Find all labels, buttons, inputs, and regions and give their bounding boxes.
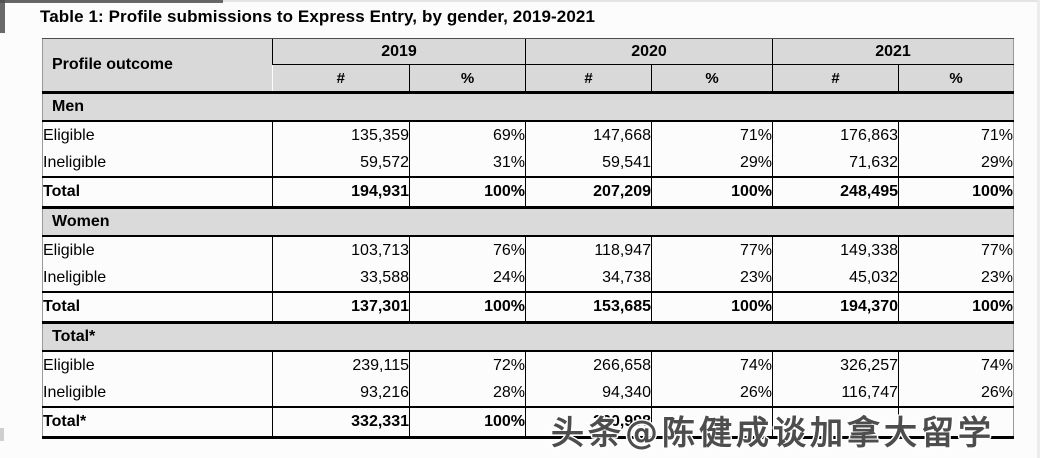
cell-value: 100% bbox=[898, 291, 1014, 324]
section-name: Women bbox=[42, 207, 1014, 237]
cell-value: 28% bbox=[409, 379, 526, 407]
table-row: Eligible 103,713 76% 118,947 77% 149,338… bbox=[43, 236, 1014, 264]
section-header-row-men: Men bbox=[42, 92, 1014, 122]
column-header-year-2021: 2021 bbox=[772, 38, 1014, 65]
cell-value: 118,947 bbox=[525, 236, 652, 264]
cell-value: 69% bbox=[409, 121, 526, 149]
profile-submissions-table: Profile outcome 2019 2020 2021 # % # % #… bbox=[42, 38, 1014, 439]
cell-value: 33,588 bbox=[272, 264, 410, 292]
cell-value: 26% bbox=[651, 379, 773, 407]
cell-value: 77% bbox=[651, 236, 773, 264]
row-label: Eligible bbox=[43, 241, 95, 259]
table-row: Eligible 135,359 69% 147,668 71% 176,863… bbox=[43, 121, 1014, 149]
cell-value: 100% bbox=[409, 176, 526, 209]
section-name: Men bbox=[42, 92, 1014, 122]
cell-value: 147,668 bbox=[525, 121, 652, 149]
column-header-year-2019: 2019 bbox=[272, 38, 526, 65]
cell-value: 29% bbox=[651, 149, 773, 177]
column-header-year-2020: 2020 bbox=[525, 38, 773, 65]
cell-value: 100% bbox=[651, 176, 773, 209]
cell-value: 153,685 bbox=[525, 291, 652, 324]
table-title: Table 1: Profile submissions to Express … bbox=[40, 7, 595, 26]
cell-value: 100% bbox=[409, 406, 526, 439]
cell-value: 248,495 bbox=[772, 176, 899, 209]
cell-value: 207,209 bbox=[525, 176, 652, 209]
cell-value bbox=[898, 406, 1014, 439]
row-label: Ineligible bbox=[43, 153, 107, 171]
column-header-percent-2019: % bbox=[409, 64, 526, 94]
cell-value: 45,032 bbox=[772, 264, 899, 292]
section-header-row-total: Total* bbox=[42, 322, 1014, 352]
cell-value: 194,931 bbox=[272, 176, 410, 209]
cell-value: 74% bbox=[898, 351, 1014, 379]
row-label: Total bbox=[42, 176, 273, 209]
cell-value: 59,541 bbox=[525, 149, 652, 177]
cell-value: 71,632 bbox=[772, 149, 899, 177]
cell-value: 71% bbox=[898, 121, 1014, 149]
cell-value: 326,257 bbox=[772, 351, 899, 379]
cell-value: 23% bbox=[651, 264, 773, 292]
cell-value: 31% bbox=[409, 149, 526, 177]
column-header-profile-outcome: Profile outcome bbox=[42, 38, 273, 94]
cell-value: 26% bbox=[898, 379, 1014, 407]
row-label: Ineligible bbox=[43, 268, 107, 286]
table-row: Ineligible 59,572 31% 59,541 29% 71,632 … bbox=[43, 149, 1014, 177]
cell-value: 100% bbox=[651, 291, 773, 324]
column-header-percent-2020: % bbox=[651, 64, 773, 94]
cell-value: 76% bbox=[409, 236, 526, 264]
cell-value: 135,359 bbox=[272, 121, 410, 149]
screenshot-left-edge-artifact bbox=[0, 0, 5, 33]
table-total-row: Total 137,301 100% 153,685 100% 194,370 … bbox=[42, 291, 1014, 324]
column-header-count-2021: # bbox=[772, 64, 899, 94]
row-label: Eligible bbox=[43, 356, 95, 374]
cell-value: 116,747 bbox=[772, 379, 899, 407]
column-header-count-2019: # bbox=[272, 64, 410, 94]
cell-value: 59,572 bbox=[272, 149, 410, 177]
screenshot-right-edge bbox=[1037, 0, 1040, 458]
year-header-row: Profile outcome 2019 2020 2021 bbox=[42, 38, 1014, 94]
table-row: Eligible 239,115 72% 266,658 74% 326,257… bbox=[43, 351, 1014, 379]
cell-value: 29% bbox=[898, 149, 1014, 177]
cell-value: 100% bbox=[409, 291, 526, 324]
cell-value: 194,370 bbox=[772, 291, 899, 324]
column-header-percent-2021: % bbox=[898, 64, 1014, 94]
row-label: Total bbox=[42, 291, 273, 324]
cell-value: 100% bbox=[898, 176, 1014, 209]
cell-value: 149,338 bbox=[772, 236, 899, 264]
section-name: Total* bbox=[42, 322, 1014, 352]
table-total-row: Total 194,931 100% 207,209 100% 248,495 … bbox=[42, 176, 1014, 209]
column-header-count-2020: # bbox=[525, 64, 652, 94]
cell-value: 72% bbox=[409, 351, 526, 379]
cell-value bbox=[772, 406, 899, 439]
cell-value: 266,658 bbox=[525, 351, 652, 379]
screenshot-left-edge-mark bbox=[0, 428, 4, 441]
cell-value: 176,863 bbox=[772, 121, 899, 149]
row-label: Eligible bbox=[43, 126, 95, 144]
cell-value: 103,713 bbox=[272, 236, 410, 264]
row-label: Ineligible bbox=[43, 383, 107, 401]
cell-value: 93,216 bbox=[272, 379, 410, 407]
cell-value: 34,738 bbox=[525, 264, 652, 292]
count-percent-header-row: # % # % # % bbox=[43, 64, 1014, 94]
toutiao-watermark: 头条@陈健成谈加拿大留学 bbox=[551, 413, 995, 452]
cell-value: 239,115 bbox=[272, 351, 410, 379]
cell-value: 23% bbox=[898, 264, 1014, 292]
cell-value: 77% bbox=[898, 236, 1014, 264]
cell-value: 94,340 bbox=[525, 379, 652, 407]
row-label: Total* bbox=[42, 406, 273, 439]
cell-value: 24% bbox=[409, 264, 526, 292]
table-row: Ineligible 93,216 28% 94,340 26% 116,747… bbox=[43, 379, 1014, 407]
cell-value: 360,998 bbox=[525, 406, 652, 439]
screenshot-top-edge bbox=[0, 0, 1040, 2]
cell-value: 74% bbox=[651, 351, 773, 379]
screenshot-top-left-artifact bbox=[0, 0, 223, 3]
table-row: Ineligible 33,588 24% 34,738 23% 45,032 … bbox=[43, 264, 1014, 292]
cell-value: 137,301 bbox=[272, 291, 410, 324]
section-header-row-women: Women bbox=[42, 207, 1014, 237]
table-grand-total-row: Total* 332,331 100% 360,998 bbox=[42, 406, 1014, 439]
cell-value: 332,331 bbox=[272, 406, 410, 439]
cell-value bbox=[651, 406, 773, 439]
cell-value: 71% bbox=[651, 121, 773, 149]
